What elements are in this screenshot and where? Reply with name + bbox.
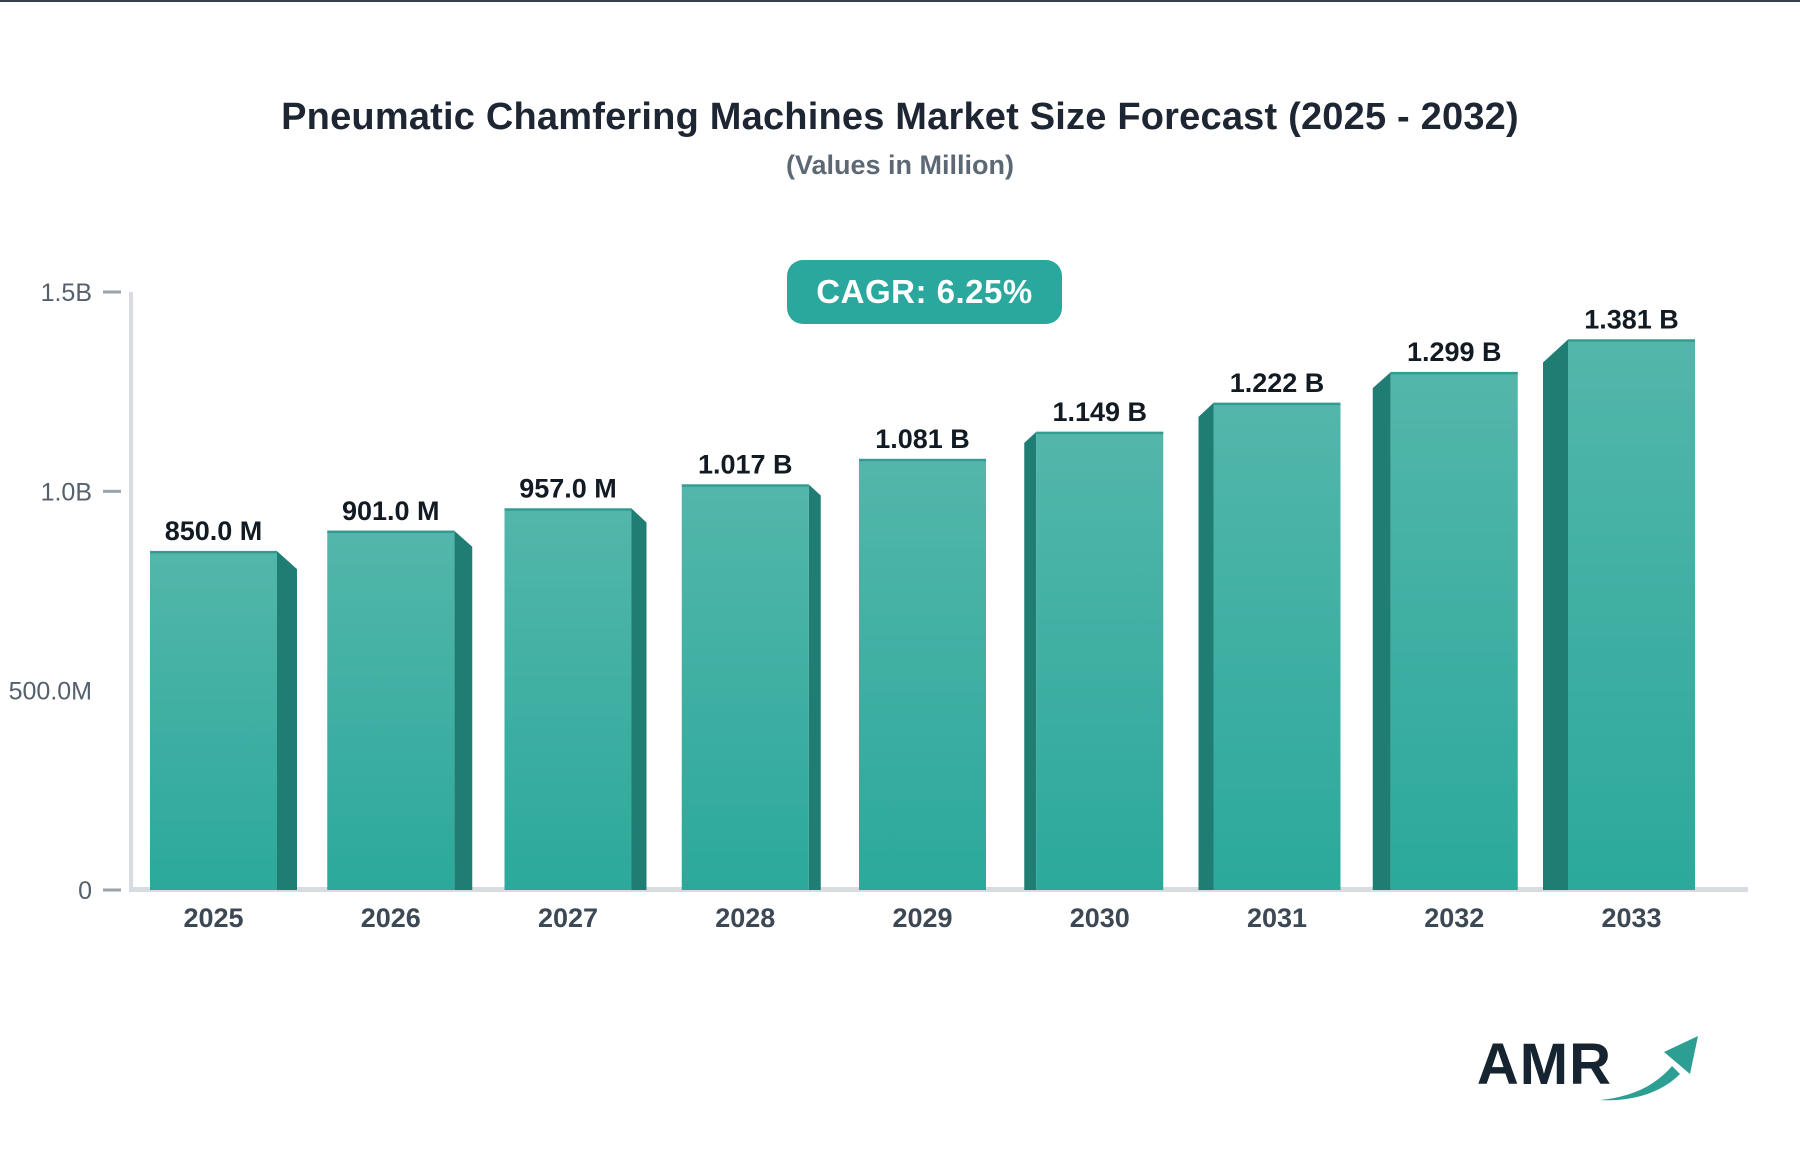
- bar-value-label: 957.0 M: [519, 473, 617, 503]
- bar-face: [327, 530, 455, 890]
- bar-side: [808, 484, 821, 890]
- brand-logo-text: AMR: [1476, 1032, 1612, 1097]
- bar-value-label: 1.017 B: [698, 450, 793, 480]
- bar-face: [1036, 431, 1164, 890]
- bar-side: [1543, 339, 1568, 890]
- x-axis-label: 2030: [1070, 903, 1130, 933]
- y-tick-label: 500.0M: [9, 678, 92, 706]
- bar-face: [504, 508, 632, 890]
- x-axis-label: 2026: [361, 903, 421, 933]
- cagr-badge: CAGR: 6.25%: [787, 260, 1062, 324]
- y-tick-label: 1.0B: [41, 478, 92, 506]
- x-axis-label: 2032: [1424, 903, 1484, 933]
- bar-side: [454, 530, 473, 890]
- x-axis-label: 2033: [1601, 903, 1661, 933]
- bar-value-label: 901.0 M: [342, 496, 440, 526]
- page-subtitle: (Values in Million): [785, 150, 1015, 180]
- y-tick-label: 0: [78, 877, 92, 905]
- y-tick-dash: [103, 888, 121, 892]
- cagr-badge-label: CAGR: 6.25%: [816, 273, 1033, 310]
- bar-value-label: 1.299 B: [1407, 337, 1502, 367]
- bar-face: [1390, 372, 1518, 891]
- bars-layer: [150, 339, 1695, 891]
- x-axis-label: 2025: [183, 903, 243, 933]
- y-axis-line: [129, 292, 133, 892]
- growth-arrow-icon: [1600, 1036, 1698, 1101]
- bar-face: [1213, 402, 1341, 890]
- bar-value-label: 1.081 B: [875, 424, 970, 454]
- labels-layer: 850.0 M 2025 901.0 M 2026 957.0 M 2027 1.017 B…: [165, 304, 1679, 933]
- bar-face: [681, 484, 809, 890]
- y-tick-label: 1.5B: [41, 279, 92, 307]
- bar-face: [150, 551, 277, 890]
- x-axis-label: 2027: [538, 903, 598, 933]
- bar-side: [631, 508, 647, 890]
- bar-side: [277, 551, 297, 890]
- page-title: Pneumatic Chamfering Machines Market Siz…: [281, 96, 1519, 138]
- y-tick-dash: [103, 489, 121, 493]
- bar-value-label: 1.381 B: [1584, 304, 1679, 334]
- bar-face: [1568, 339, 1695, 890]
- x-axis-label: 2029: [892, 903, 952, 933]
- bar-side: [1024, 431, 1037, 890]
- bar-value-label: 1.149 B: [1052, 397, 1147, 427]
- x-axis-label: 2031: [1247, 903, 1307, 933]
- bar-value-label: 1.222 B: [1230, 368, 1325, 398]
- bar-face: [859, 459, 986, 890]
- bar-side: [1372, 372, 1391, 891]
- y-tick-dash: [103, 290, 121, 294]
- brand-logo: AMR: [1477, 1036, 1702, 1108]
- bar-value-label: 850.0 M: [165, 516, 263, 546]
- bar-side: [1198, 402, 1214, 890]
- x-axis-label: 2028: [715, 903, 775, 933]
